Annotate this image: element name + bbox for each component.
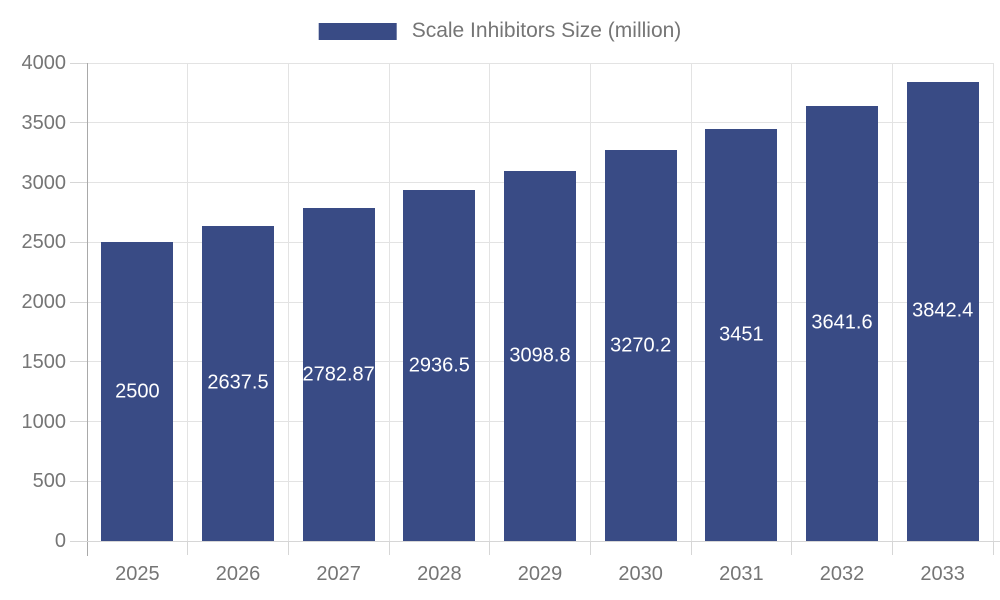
x-axis-tick-mark [287,541,289,555]
x-gridline [891,63,893,541]
x-axis-tick-mark [791,541,793,555]
x-gridline [388,63,390,541]
y-axis-tick-mark [70,241,87,243]
y-axis-tick-mark [70,480,87,482]
x-axis-tick-mark [388,541,390,555]
plot-area: 2500 2637.5 2782.87 2936.5 3098.8 3270.2 3451 3… [87,63,994,541]
x-axis-tick-label: 2030 [618,563,663,585]
bar-value-label: 2637.5 [207,371,269,394]
x-axis-tick-label: 2026 [215,563,261,585]
y-axis-tick-mark [70,361,87,363]
x-axis-tick-mark [690,541,692,555]
y-axis-tick-label: 1500 [21,350,67,373]
chart-legend-item[interactable]: Scale Inhibitors Size (million) [318,19,682,43]
x-gridline [287,63,289,541]
bar-value-label: 3842.4 [912,299,974,322]
bar-value-label: 2782.87 [302,363,375,386]
bar-2026: 2637.5 [202,225,274,541]
bar-2032: 3641.6 [806,105,878,541]
x-gridline [690,63,692,541]
x-axis-tick-label: 2031 [719,563,764,585]
x-gridline [489,63,491,541]
x-gridline [589,63,591,541]
bar-value-label: 3451 [719,323,764,346]
x-axis-line [87,540,1000,542]
y-axis-tick-label: 2500 [21,231,67,254]
legend-swatch [318,22,397,40]
x-axis-tick-mark [992,541,994,555]
y-axis-line [86,63,88,556]
x-axis-tick-label: 2025 [115,563,160,585]
y-axis-tick-mark [70,540,87,542]
bar-2033: 3842.4 [906,81,979,541]
bar-2029: 3098.8 [504,170,576,541]
x-axis-tick-mark [187,541,189,555]
y-axis-tick-label: 4000 [21,52,67,74]
bar-value-label: 3641.6 [811,311,873,334]
bar-2031: 3451 [705,128,778,541]
bar-value-label: 3098.8 [509,344,571,367]
x-axis-tick-label: 2032 [819,563,865,585]
bar-2027: 2782.87 [302,208,375,541]
x-axis-tick-label: 2033 [920,563,965,585]
y-axis-tick-label: 1000 [21,410,67,433]
bar-value-label: 3270.2 [610,334,672,357]
y-axis-tick-label: 3000 [21,171,67,194]
y-axis-tick-mark [70,62,87,64]
bar-2028: 2936.5 [403,190,476,541]
y-axis-tick-label: 500 [32,470,66,493]
y-gridline [87,63,993,64]
x-axis-tick-mark [891,541,893,555]
x-gridline [992,63,994,541]
x-gridline [187,63,189,541]
y-axis-tick-label: 0 [54,530,66,552]
x-axis-tick-mark [589,541,591,555]
y-axis-tick-mark [70,182,87,183]
y-axis-tick-label: 2000 [21,291,67,313]
x-axis-tick-label: 2028 [417,563,462,585]
x-axis-tick-mark [489,541,491,555]
x-gridline [791,63,793,541]
x-axis-tick-label: 2027 [316,563,361,585]
bar-2030: 3270.2 [604,150,677,541]
y-axis-tick-mark [70,421,87,422]
bar-value-label: 2936.5 [408,354,470,377]
y-axis-tick-mark [70,301,87,303]
y-gridline [87,122,993,124]
y-axis-tick-mark [70,122,87,124]
x-axis-tick-label: 2029 [517,563,563,585]
bar-2025: 2500 [101,242,174,541]
y-axis-tick-label: 3500 [21,111,67,134]
legend-label: Scale Inhibitors Size (million) [411,19,682,42]
bar-value-label: 2500 [115,380,160,403]
